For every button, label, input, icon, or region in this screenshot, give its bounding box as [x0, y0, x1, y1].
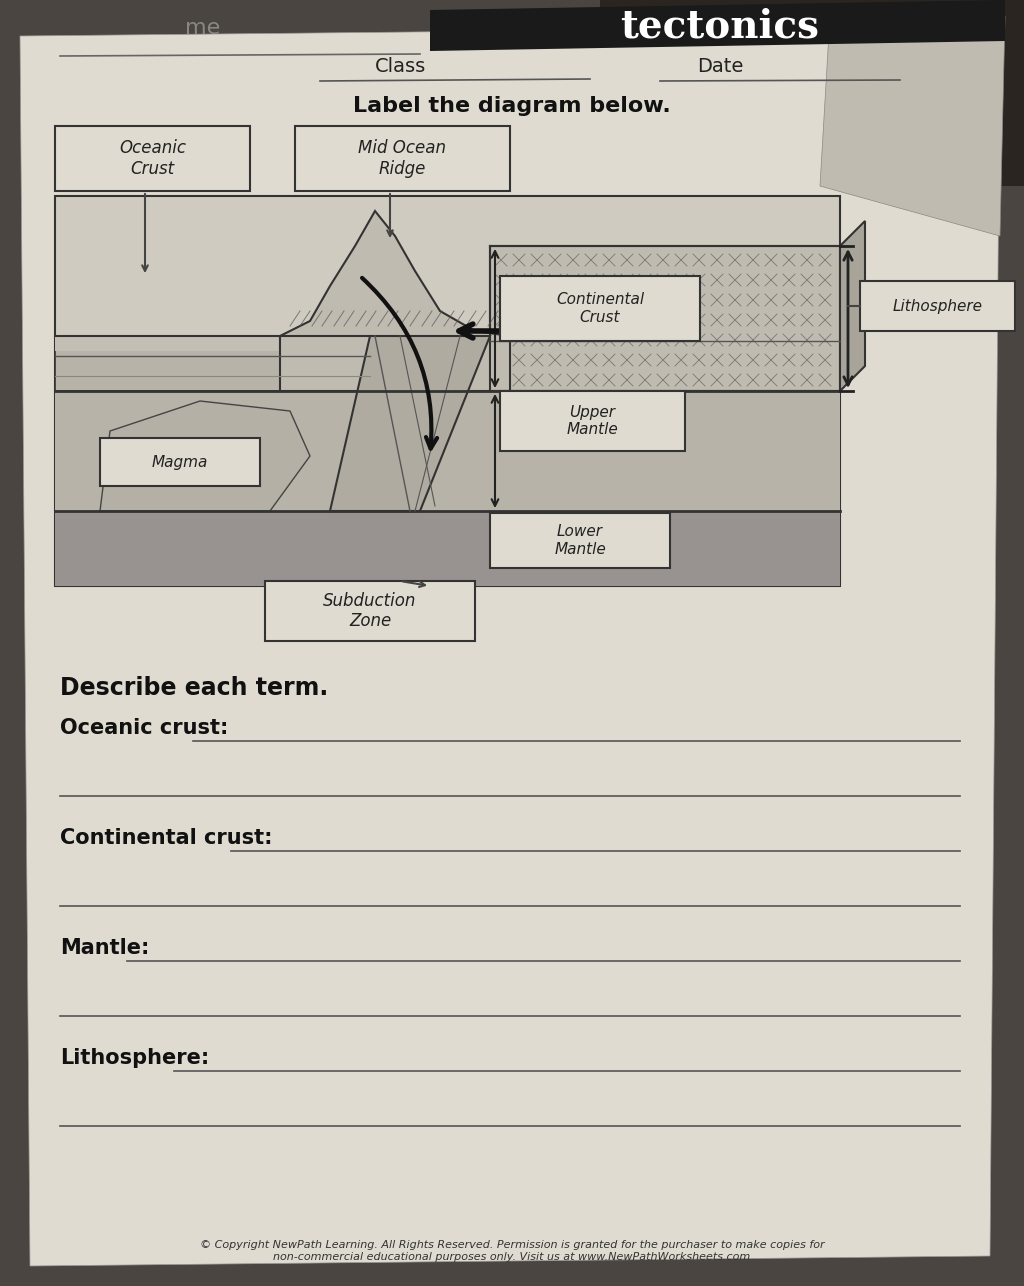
Polygon shape [840, 221, 865, 391]
Text: Label the diagram below.: Label the diagram below. [353, 96, 671, 116]
Text: Subduction
Zone: Subduction Zone [324, 592, 417, 630]
Polygon shape [500, 276, 700, 341]
Polygon shape [280, 211, 510, 391]
Polygon shape [100, 401, 310, 511]
Polygon shape [490, 513, 670, 568]
Polygon shape [20, 26, 1000, 1265]
Polygon shape [600, 0, 1024, 186]
Polygon shape [860, 282, 1015, 331]
Polygon shape [295, 126, 510, 192]
Polygon shape [55, 126, 250, 192]
Text: Oceanic
Crust: Oceanic Crust [119, 139, 186, 177]
Polygon shape [500, 391, 685, 451]
Text: Date: Date [696, 57, 743, 76]
Text: me: me [185, 18, 220, 39]
Text: Mantle:: Mantle: [60, 937, 150, 958]
Polygon shape [55, 195, 840, 586]
Polygon shape [100, 439, 260, 486]
Text: Mid Ocean
Ridge: Mid Ocean Ridge [358, 139, 446, 177]
Polygon shape [430, 0, 1005, 51]
Polygon shape [265, 581, 475, 640]
Text: tectonics: tectonics [621, 6, 819, 45]
Polygon shape [55, 511, 840, 586]
Polygon shape [55, 391, 840, 511]
Polygon shape [330, 336, 490, 511]
Text: Continental
Crust: Continental Crust [556, 292, 644, 324]
Text: Lithosphere: Lithosphere [893, 298, 982, 314]
Text: Continental crust:: Continental crust: [60, 828, 272, 847]
Text: © Copyright NewPath Learning. All Rights Reserved. Permission is granted for the: © Copyright NewPath Learning. All Rights… [200, 1240, 824, 1262]
Text: Lithosphere:: Lithosphere: [60, 1048, 209, 1067]
Text: Magma: Magma [152, 454, 208, 469]
Polygon shape [55, 336, 370, 391]
Polygon shape [820, 15, 1005, 237]
Polygon shape [490, 246, 840, 391]
Polygon shape [55, 336, 370, 351]
Text: Lower
Mantle: Lower Mantle [554, 525, 606, 557]
Text: Class: Class [375, 57, 426, 76]
Text: Upper
Mantle: Upper Mantle [566, 405, 618, 437]
Text: Describe each term.: Describe each term. [60, 676, 329, 700]
Text: Oceanic crust:: Oceanic crust: [60, 718, 228, 738]
